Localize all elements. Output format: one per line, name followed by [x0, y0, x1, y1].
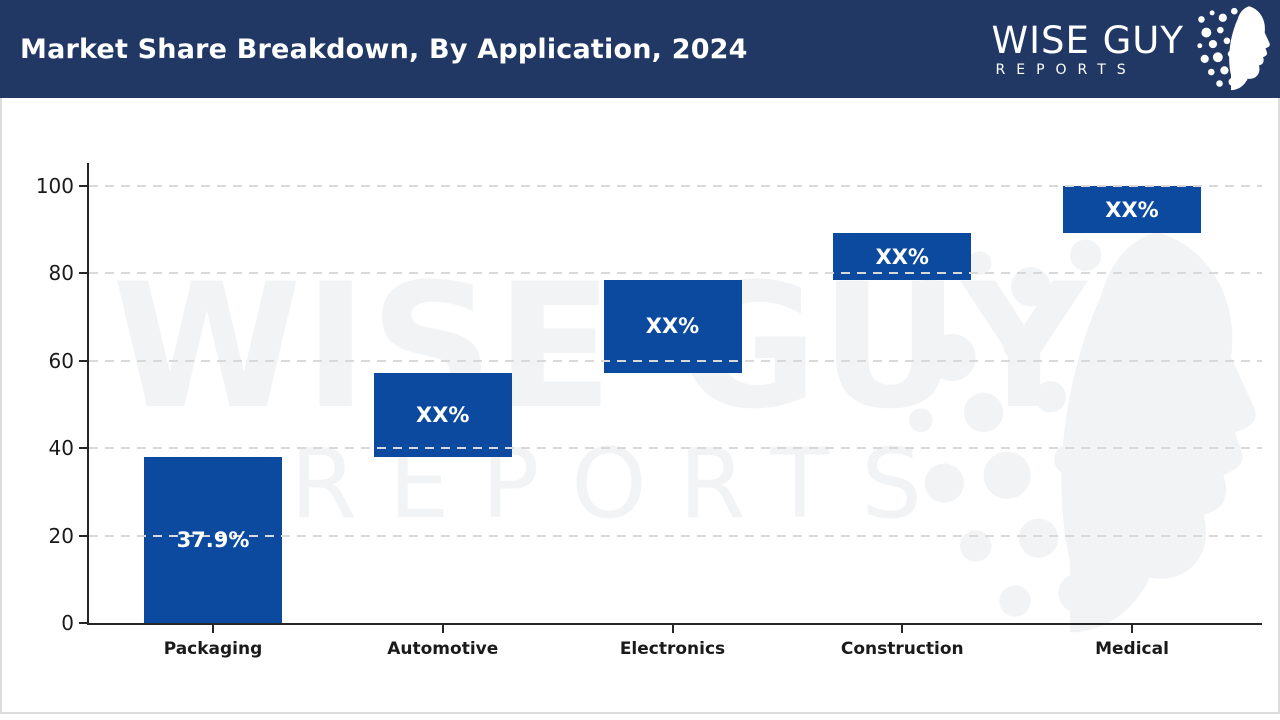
bar-automotive: XX%: [373, 373, 512, 458]
brand-subname: REPORTS: [995, 61, 1137, 78]
y-tick-80: [79, 272, 87, 275]
x-tick-automotive: [441, 625, 444, 633]
x-category-label: Construction: [840, 639, 964, 659]
brand-text: WISE GUY REPORTS: [992, 22, 1184, 77]
bar-value-label: 37.9%: [176, 528, 250, 553]
bar-value-label: XX%: [875, 244, 929, 269]
bar-medical: XX%: [1063, 186, 1201, 234]
bar-value-label: XX%: [645, 314, 700, 339]
header: Market Share Breakdown, By Application, …: [0, 0, 1280, 98]
gridline-100: [89, 185, 1262, 187]
gridline-40: [89, 447, 1262, 450]
y-tick-label: 0: [61, 611, 74, 635]
x-tick-construction: [901, 625, 904, 633]
x-tick-medical: [1131, 625, 1133, 633]
x-category-label: Electronics: [619, 639, 726, 659]
chart-canvas: WISE GUY REPORTS 37.9% XX% XX% XX% XX% 0 20 40 6…: [0, 98, 1280, 714]
y-tick-label: 100: [35, 174, 74, 198]
x-category-label: Automotive: [387, 639, 499, 659]
x-tick-packaging: [212, 625, 214, 633]
brand-name: WISE GUY: [991, 18, 1184, 62]
y-axis-line: [87, 163, 89, 625]
bar-construction: XX%: [833, 233, 972, 280]
y-tick-100: [79, 185, 87, 187]
y-tick-label: 20: [48, 523, 74, 548]
bar-packaging: 37.9%: [144, 457, 282, 623]
y-tick-0: [79, 622, 87, 624]
brand-logo: WISE GUY REPORTS: [992, 3, 1280, 95]
y-tick-label: 60: [48, 348, 74, 373]
bar-value-label: XX%: [416, 403, 470, 428]
wiseguy-face-logo-icon: [1188, 3, 1274, 95]
x-category-label: Medical: [1095, 639, 1169, 659]
y-tick-20: [79, 534, 87, 537]
y-tick-label: 80: [48, 261, 74, 286]
x-category-label: Packaging: [163, 639, 263, 659]
gridline-80: [89, 272, 1262, 275]
waterfall-chart: 37.9% XX% XX% XX% XX% 0 20 40 60 80 100 Packaging Au…: [2, 98, 1278, 712]
y-tick-label: 40: [48, 436, 74, 461]
bar-value-label: XX%: [1105, 197, 1159, 222]
bar-electronics: XX%: [603, 279, 742, 374]
x-axis-line: [87, 623, 1262, 625]
gridline-60: [89, 359, 1262, 362]
y-tick-60: [79, 359, 87, 362]
y-tick-40: [79, 447, 87, 450]
page-title: Market Share Breakdown, By Application, …: [20, 33, 748, 65]
gridline-20: [89, 534, 1262, 537]
x-tick-electronics: [671, 625, 674, 633]
